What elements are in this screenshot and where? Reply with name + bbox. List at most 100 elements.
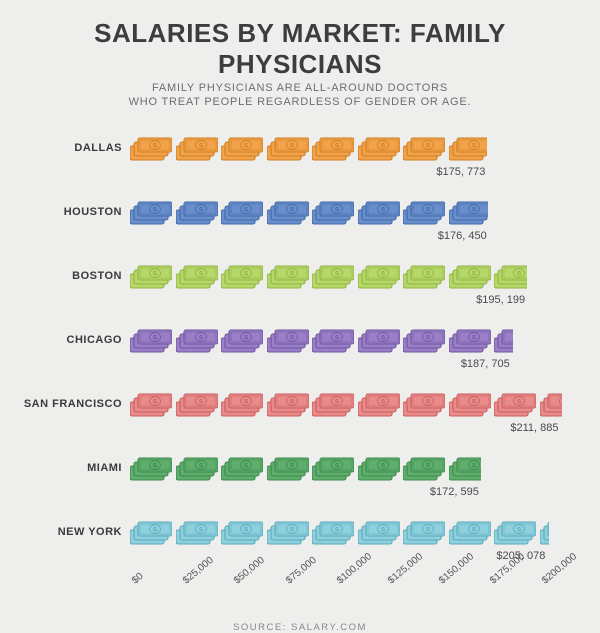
svg-text:S: S	[471, 142, 476, 149]
chart-subtitle: FAMILY PHYSICIANS ARE ALL-AROUND DOCTORS…	[22, 82, 578, 110]
money-stack-icon: S	[221, 262, 263, 292]
svg-text:S: S	[198, 206, 203, 213]
svg-text:S: S	[289, 398, 294, 405]
chart-title: SALARIES BY MARKET: FAMILY PHYSICIANS	[22, 18, 578, 80]
money-stack-icon: S	[130, 454, 172, 484]
svg-text:S: S	[335, 142, 340, 149]
city-label: DALLAS	[22, 142, 122, 154]
chart-row: SAN FRANCISCO SSSSSSSSSS $211, 885	[22, 384, 578, 448]
svg-text:S: S	[153, 270, 158, 277]
money-stack-icon: S	[358, 390, 400, 420]
money-stack-icon: S	[494, 518, 536, 548]
source-label: SOURCE: SALARY.COM	[22, 622, 578, 633]
money-stacks: SSSSSSSS	[130, 454, 578, 484]
svg-text:S: S	[153, 334, 158, 341]
money-stack-icon: S	[176, 198, 218, 228]
svg-text:S: S	[380, 206, 385, 213]
svg-text:S: S	[426, 398, 431, 405]
money-stack-icon: S	[130, 326, 172, 356]
svg-text:S: S	[517, 398, 522, 405]
svg-text:S: S	[471, 526, 476, 533]
svg-text:S: S	[426, 462, 431, 469]
chart-row: MIAMI SSSSSSSS $172, 595	[22, 448, 578, 512]
svg-text:S: S	[517, 526, 522, 533]
svg-text:S: S	[335, 526, 340, 533]
money-stack-icon: S	[267, 518, 309, 548]
value-label: $195, 199	[476, 294, 525, 306]
money-stack-icon: S	[449, 262, 491, 292]
svg-text:S: S	[244, 206, 249, 213]
svg-text:S: S	[380, 398, 385, 405]
x-tick: $0	[130, 570, 146, 586]
money-stack-icon: S	[312, 390, 354, 420]
x-axis: $0$25,000$50,000$75,000$100,000$125,000$…	[130, 568, 578, 608]
money-stack-icon: S	[312, 262, 354, 292]
svg-text:S: S	[153, 206, 158, 213]
money-stack-icon: S	[449, 518, 491, 548]
svg-text:S: S	[244, 142, 249, 149]
money-stack-icon-partial: S	[494, 262, 527, 292]
money-stack-icon: S	[221, 518, 263, 548]
svg-text:S: S	[244, 398, 249, 405]
money-stack-icon: S	[176, 134, 218, 164]
svg-text:S: S	[426, 206, 431, 213]
money-stack-icon: S	[221, 134, 263, 164]
svg-text:S: S	[244, 462, 249, 469]
svg-text:S: S	[244, 334, 249, 341]
svg-text:S: S	[289, 142, 294, 149]
svg-text:S: S	[380, 462, 385, 469]
svg-text:S: S	[244, 270, 249, 277]
money-stack-icon: S	[176, 518, 218, 548]
money-stack-icon: S	[267, 262, 309, 292]
money-stack-icon: S	[267, 454, 309, 484]
money-stack-icon: S	[403, 262, 445, 292]
svg-text:S: S	[380, 334, 385, 341]
svg-text:S: S	[289, 270, 294, 277]
money-stack-icon: S	[221, 390, 263, 420]
money-stack-icon: S	[403, 518, 445, 548]
money-stacks: SSSSSSSS	[130, 198, 578, 228]
salary-chart: DALLASSSSSSSSS$175, 773HOUSTONSSSSSSSS$1…	[22, 128, 578, 616]
chart-row: DALLASSSSSSSSS$175, 773	[22, 128, 578, 192]
money-stacks: SSSSSSSSSS	[130, 390, 578, 420]
money-stack-icon: S	[130, 198, 172, 228]
svg-text:S: S	[380, 142, 385, 149]
svg-text:S: S	[380, 526, 385, 533]
money-stack-icon: S	[267, 134, 309, 164]
svg-text:S: S	[153, 142, 158, 149]
svg-text:S: S	[426, 270, 431, 277]
city-label: CHICAGO	[22, 334, 122, 346]
svg-text:S: S	[198, 142, 203, 149]
money-stack-icon: S	[176, 390, 218, 420]
svg-text:S: S	[289, 462, 294, 469]
svg-text:S: S	[289, 206, 294, 213]
money-stack-icon-partial: S	[449, 454, 481, 484]
money-stack-icon: S	[403, 198, 445, 228]
value-label: $211, 885	[510, 422, 558, 434]
money-stack-icon: S	[221, 326, 263, 356]
city-label: BOSTON	[22, 270, 122, 282]
city-label: NEW YORK	[22, 526, 122, 538]
money-stack-icon: S	[403, 454, 445, 484]
money-stack-icon: S	[176, 454, 218, 484]
city-label: MIAMI	[22, 462, 122, 474]
svg-text:S: S	[471, 334, 476, 341]
money-stack-icon: S	[176, 262, 218, 292]
money-stack-icon: S	[358, 326, 400, 356]
money-stack-icon-partial: S	[540, 518, 550, 548]
money-stack-icon: S	[130, 134, 172, 164]
money-stack-icon: S	[403, 134, 445, 164]
svg-text:S: S	[335, 270, 340, 277]
money-stack-icon: S	[312, 198, 354, 228]
svg-text:S: S	[335, 206, 340, 213]
svg-text:S: S	[198, 270, 203, 277]
value-label: $187, 705	[461, 358, 510, 370]
money-stack-icon: S	[403, 326, 445, 356]
value-label: $172, 595	[430, 486, 479, 498]
money-stack-icon: S	[358, 134, 400, 164]
money-stacks: SSSSSSSSS	[130, 262, 578, 292]
svg-text:S: S	[517, 270, 522, 277]
svg-text:S: S	[426, 142, 431, 149]
money-stack-icon: S	[130, 390, 172, 420]
city-label: SAN FRANCISCO	[22, 398, 122, 410]
